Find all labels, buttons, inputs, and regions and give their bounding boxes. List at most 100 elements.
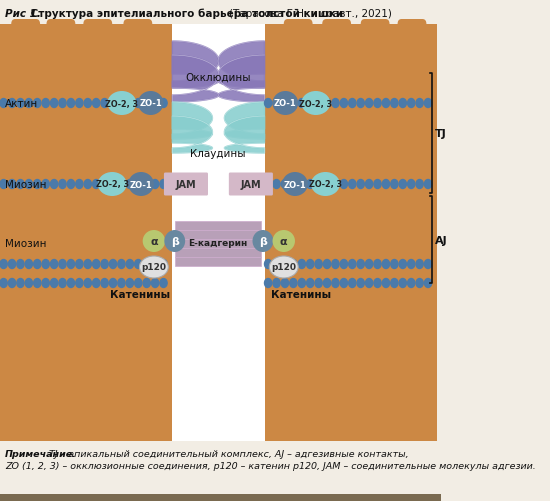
Ellipse shape: [273, 92, 298, 116]
Circle shape: [374, 260, 381, 269]
Circle shape: [25, 180, 32, 189]
Circle shape: [67, 180, 75, 189]
Bar: [0, 494, 441, 501]
Text: ZO-1: ZO-1: [139, 99, 162, 108]
Circle shape: [34, 260, 41, 269]
Circle shape: [126, 279, 134, 288]
Ellipse shape: [273, 230, 295, 253]
Circle shape: [0, 260, 7, 269]
Circle shape: [306, 180, 314, 189]
Text: ZO-1: ZO-1: [130, 180, 152, 189]
Circle shape: [298, 279, 305, 288]
Circle shape: [315, 99, 322, 108]
Circle shape: [109, 180, 117, 189]
Polygon shape: [218, 56, 265, 103]
Circle shape: [109, 279, 117, 288]
Ellipse shape: [98, 173, 126, 196]
Circle shape: [92, 180, 100, 189]
Polygon shape: [224, 117, 265, 154]
Circle shape: [109, 260, 117, 269]
Circle shape: [390, 279, 398, 288]
Circle shape: [340, 279, 348, 288]
Text: ZO-2, 3: ZO-2, 3: [309, 180, 342, 189]
Text: ZO-1: ZO-1: [274, 99, 297, 108]
Circle shape: [399, 180, 406, 189]
Polygon shape: [172, 56, 219, 103]
Circle shape: [349, 279, 356, 288]
Circle shape: [151, 99, 159, 108]
Ellipse shape: [311, 173, 340, 196]
Circle shape: [374, 99, 381, 108]
Circle shape: [349, 260, 356, 269]
Text: Актин: Актин: [5, 99, 38, 109]
Circle shape: [332, 279, 339, 288]
Circle shape: [357, 279, 364, 288]
Circle shape: [143, 180, 150, 189]
Text: TJ: TJ: [434, 129, 446, 139]
FancyBboxPatch shape: [284, 20, 312, 82]
Text: ZO-2, 3: ZO-2, 3: [106, 99, 139, 108]
Circle shape: [315, 260, 322, 269]
Circle shape: [135, 260, 142, 269]
Circle shape: [0, 180, 7, 189]
FancyBboxPatch shape: [164, 173, 208, 196]
Ellipse shape: [128, 173, 154, 196]
Bar: [175, 221, 261, 230]
Circle shape: [0, 99, 7, 108]
Circle shape: [135, 279, 142, 288]
Circle shape: [160, 180, 167, 189]
FancyBboxPatch shape: [123, 20, 152, 82]
Circle shape: [366, 99, 373, 108]
Circle shape: [340, 260, 348, 269]
Ellipse shape: [301, 92, 330, 116]
Circle shape: [357, 99, 364, 108]
Circle shape: [273, 99, 280, 108]
Circle shape: [126, 99, 134, 108]
FancyBboxPatch shape: [11, 20, 40, 82]
Circle shape: [425, 260, 432, 269]
Circle shape: [265, 180, 272, 189]
Circle shape: [101, 99, 108, 108]
Circle shape: [332, 260, 339, 269]
Circle shape: [425, 180, 432, 189]
Text: α: α: [150, 236, 158, 246]
Polygon shape: [172, 103, 212, 140]
Circle shape: [51, 279, 58, 288]
Bar: [175, 248, 261, 258]
Bar: [172, 25, 265, 441]
Circle shape: [59, 180, 66, 189]
Bar: [0, 25, 172, 441]
Circle shape: [160, 279, 167, 288]
Circle shape: [374, 180, 381, 189]
Circle shape: [390, 260, 398, 269]
Circle shape: [34, 180, 41, 189]
Circle shape: [306, 260, 314, 269]
Circle shape: [17, 180, 24, 189]
Circle shape: [290, 180, 297, 189]
Polygon shape: [218, 42, 265, 89]
Circle shape: [425, 279, 432, 288]
Text: Рис 1.: Рис 1.: [5, 9, 41, 19]
Circle shape: [408, 260, 415, 269]
Circle shape: [101, 279, 108, 288]
Circle shape: [143, 260, 150, 269]
Bar: [175, 230, 261, 239]
Circle shape: [399, 99, 406, 108]
Circle shape: [118, 180, 125, 189]
Circle shape: [340, 99, 348, 108]
Circle shape: [323, 279, 331, 288]
Text: Миозин: Миозин: [5, 238, 46, 248]
Circle shape: [67, 279, 75, 288]
Text: JAM: JAM: [240, 180, 261, 189]
Bar: [0, 0, 441, 12]
Circle shape: [340, 180, 348, 189]
Circle shape: [382, 279, 389, 288]
Polygon shape: [172, 117, 212, 154]
Text: α: α: [280, 236, 288, 246]
Bar: [265, 25, 437, 441]
Circle shape: [135, 99, 142, 108]
Circle shape: [118, 99, 125, 108]
Circle shape: [265, 260, 272, 269]
Circle shape: [59, 279, 66, 288]
Circle shape: [273, 279, 280, 288]
